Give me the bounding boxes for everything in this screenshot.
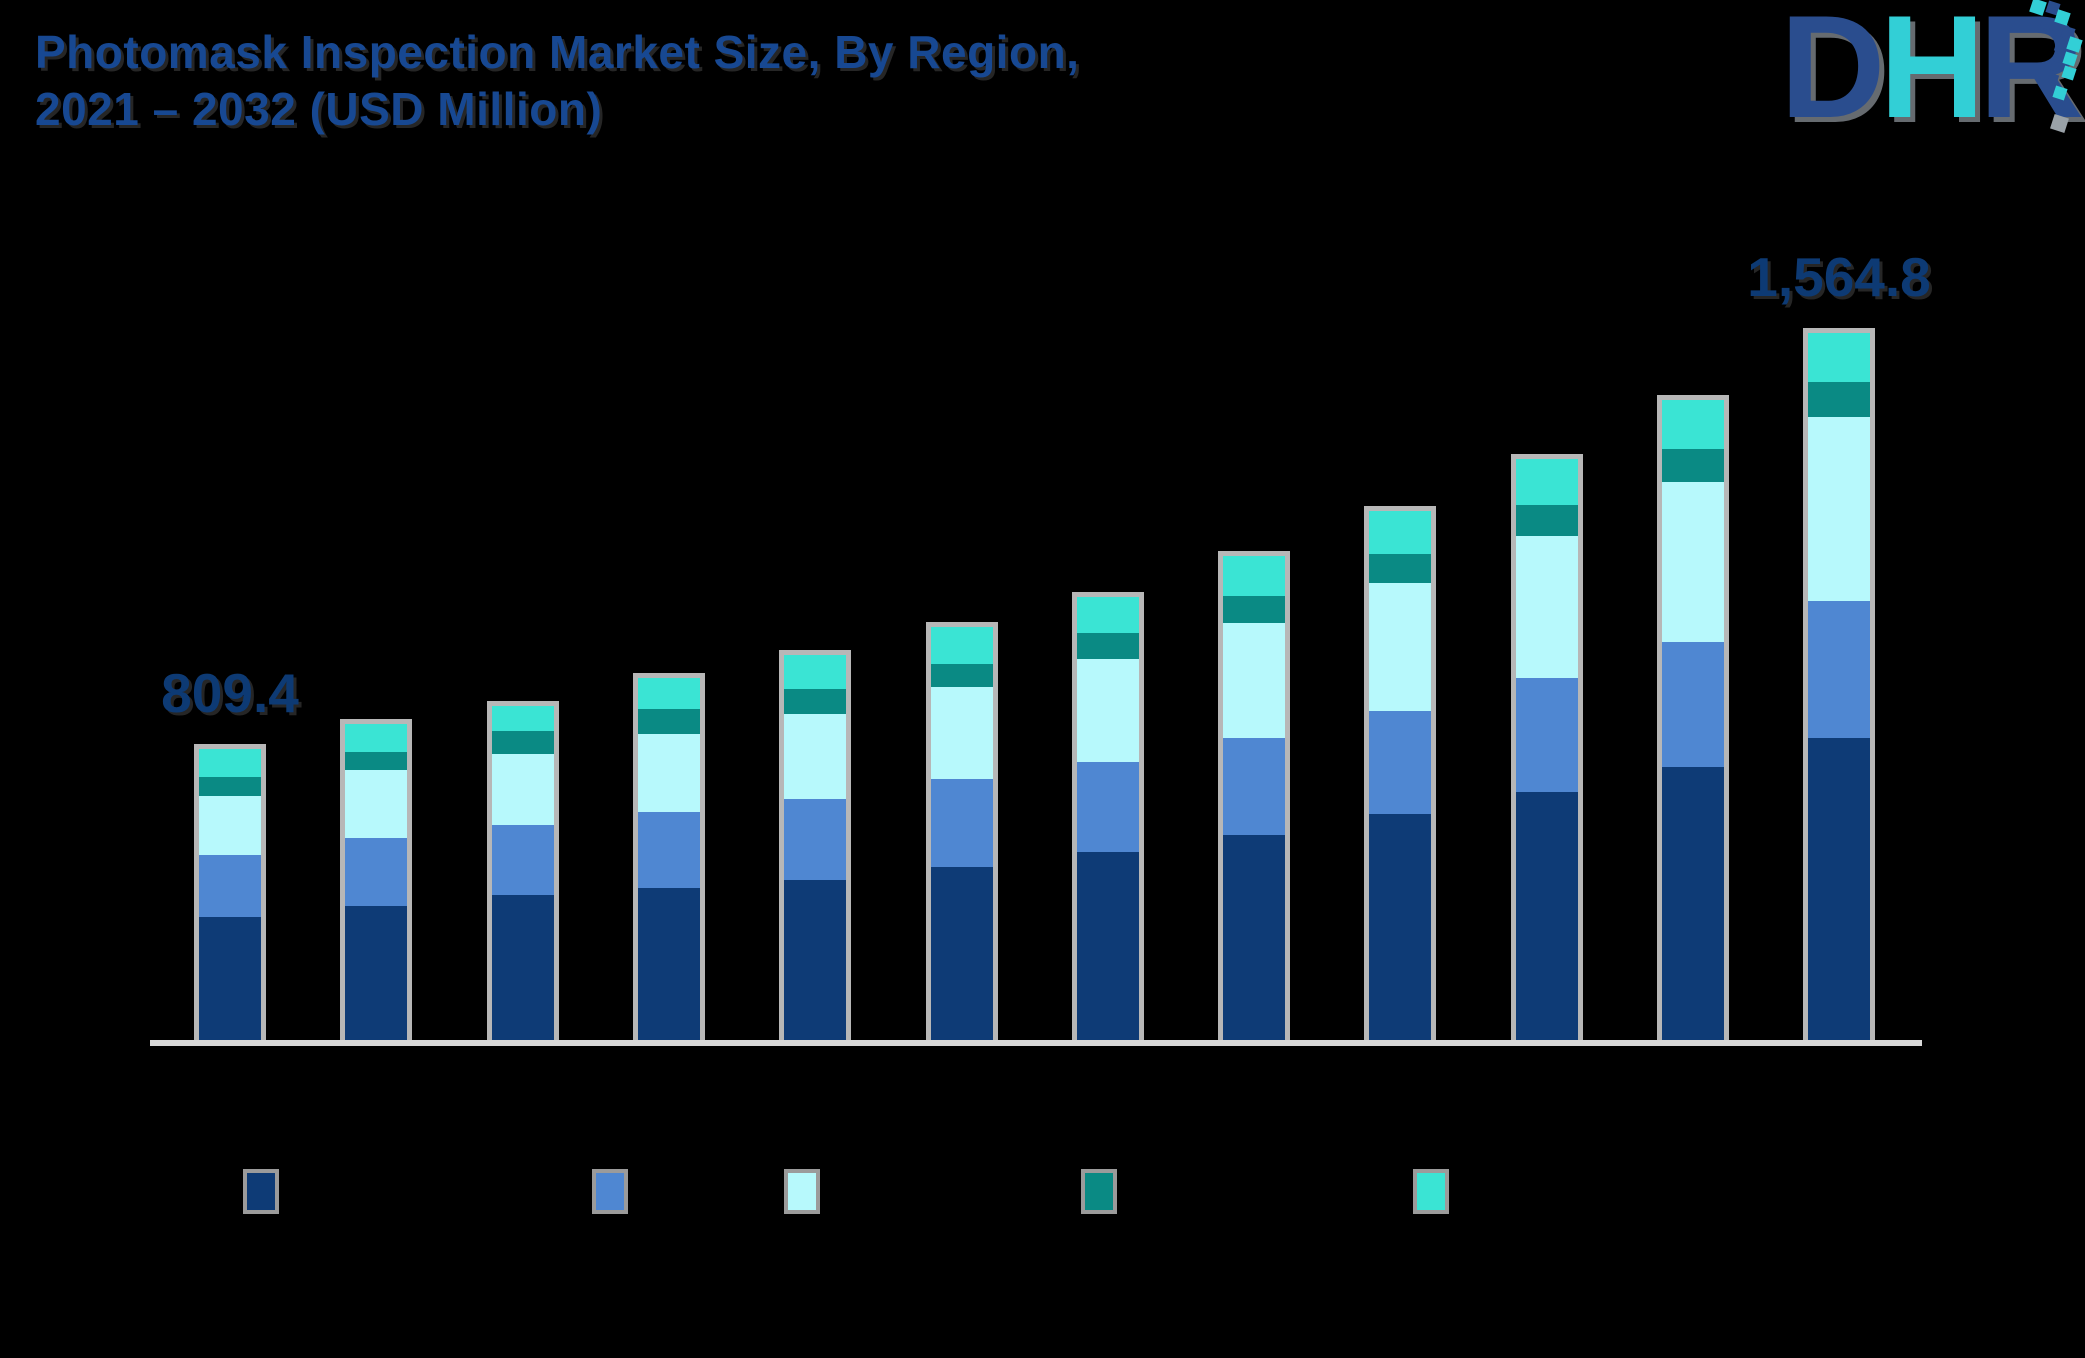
segment-teal-2028 <box>1223 596 1285 623</box>
segment-navy-2026 <box>931 867 993 1040</box>
bar-2028 <box>1218 551 1290 1040</box>
segment-turquoise-2030 <box>1516 459 1578 505</box>
segment-navy-2032 <box>1808 738 1870 1040</box>
segment-medium-blue-2026 <box>931 779 993 867</box>
legend-swatch-teal <box>1081 1169 1117 1214</box>
bar-2024 <box>633 673 705 1040</box>
segment-medium-blue-2025 <box>784 799 846 880</box>
segment-navy-2024 <box>638 888 700 1040</box>
segment-medium-blue-2021 <box>199 855 261 917</box>
legend-swatch-navy <box>243 1169 279 1214</box>
segment-turquoise-2031 <box>1662 400 1724 449</box>
segment-teal-2029 <box>1369 554 1431 583</box>
segment-turquoise-2023 <box>492 706 554 731</box>
segment-pale-cyan-2031 <box>1662 482 1724 642</box>
segment-teal-2026 <box>931 664 993 687</box>
logo-letter-h: H <box>1879 0 1984 148</box>
segment-medium-blue-2022 <box>345 838 407 906</box>
segment-pale-cyan-2029 <box>1369 583 1431 711</box>
segment-turquoise-2022 <box>345 724 407 752</box>
bar-2026 <box>926 622 998 1040</box>
bar-2027 <box>1072 592 1144 1040</box>
segment-pale-cyan-2030 <box>1516 536 1578 678</box>
segment-pale-cyan-2022 <box>345 770 407 838</box>
logo-letter-d: D <box>1780 0 1885 148</box>
segment-navy-2021 <box>199 917 261 1040</box>
page-title-line1: Photomask Inspection Market Size, By Reg… <box>35 26 1080 78</box>
page-title-line2: 2021 – 2032 (USD Million) <box>35 83 603 135</box>
x-axis-line <box>150 1040 1922 1046</box>
segment-pale-cyan-2026 <box>931 687 993 779</box>
bar-2022 <box>340 719 412 1040</box>
segment-pale-cyan-2027 <box>1077 659 1139 762</box>
bar-2031 <box>1657 395 1729 1040</box>
segment-pale-cyan-2025 <box>784 714 846 799</box>
segment-navy-2029 <box>1369 814 1431 1040</box>
value-label-2021: 809.4 <box>161 662 299 724</box>
page-title: Photomask Inspection Market Size, By Reg… <box>35 24 1079 138</box>
segment-navy-2030 <box>1516 792 1578 1040</box>
segment-medium-blue-2028 <box>1223 738 1285 835</box>
segment-navy-2028 <box>1223 835 1285 1040</box>
bar-2025 <box>779 650 851 1040</box>
dhr-logo: DHR <box>1780 0 2085 152</box>
segment-navy-2022 <box>345 906 407 1040</box>
legend-swatch-turquoise <box>1413 1169 1449 1214</box>
segment-teal-2021 <box>199 777 261 796</box>
segment-medium-blue-2032 <box>1808 601 1870 738</box>
bar-2032 <box>1803 328 1875 1040</box>
segment-turquoise-2027 <box>1077 597 1139 633</box>
segment-medium-blue-2031 <box>1662 642 1724 767</box>
segment-pale-cyan-2021 <box>199 796 261 855</box>
segment-turquoise-2021 <box>199 749 261 777</box>
segment-navy-2025 <box>784 880 846 1040</box>
segment-turquoise-2025 <box>784 655 846 689</box>
segment-pale-cyan-2023 <box>492 754 554 825</box>
segment-turquoise-2028 <box>1223 556 1285 596</box>
segment-pale-cyan-2028 <box>1223 623 1285 738</box>
segment-teal-2027 <box>1077 633 1139 659</box>
segment-medium-blue-2029 <box>1369 711 1431 814</box>
segment-teal-2022 <box>345 752 407 770</box>
segment-turquoise-2026 <box>931 627 993 664</box>
legend-swatch-pale-cyan <box>784 1169 820 1214</box>
segment-navy-2023 <box>492 895 554 1040</box>
segment-medium-blue-2027 <box>1077 762 1139 852</box>
segment-navy-2027 <box>1077 852 1139 1040</box>
bar-2021 <box>194 744 266 1040</box>
segment-pale-cyan-2032 <box>1808 417 1870 601</box>
bar-2030 <box>1511 454 1583 1040</box>
segment-medium-blue-2023 <box>492 825 554 895</box>
segment-turquoise-2029 <box>1369 511 1431 554</box>
segment-medium-blue-2024 <box>638 812 700 888</box>
segment-teal-2031 <box>1662 449 1724 482</box>
segment-teal-2032 <box>1808 382 1870 417</box>
bar-2029 <box>1364 506 1436 1040</box>
segment-turquoise-2032 <box>1808 333 1870 382</box>
segment-pale-cyan-2024 <box>638 734 700 812</box>
segment-navy-2031 <box>1662 767 1724 1040</box>
segment-turquoise-2024 <box>638 678 700 709</box>
value-label-2032: 1,564.8 <box>1747 246 1931 308</box>
segment-teal-2024 <box>638 709 700 734</box>
segment-teal-2025 <box>784 689 846 714</box>
legend-swatch-medium-blue <box>592 1169 628 1214</box>
segment-medium-blue-2030 <box>1516 678 1578 792</box>
bar-2023 <box>487 701 559 1040</box>
segment-teal-2023 <box>492 731 554 754</box>
segment-teal-2030 <box>1516 505 1578 536</box>
